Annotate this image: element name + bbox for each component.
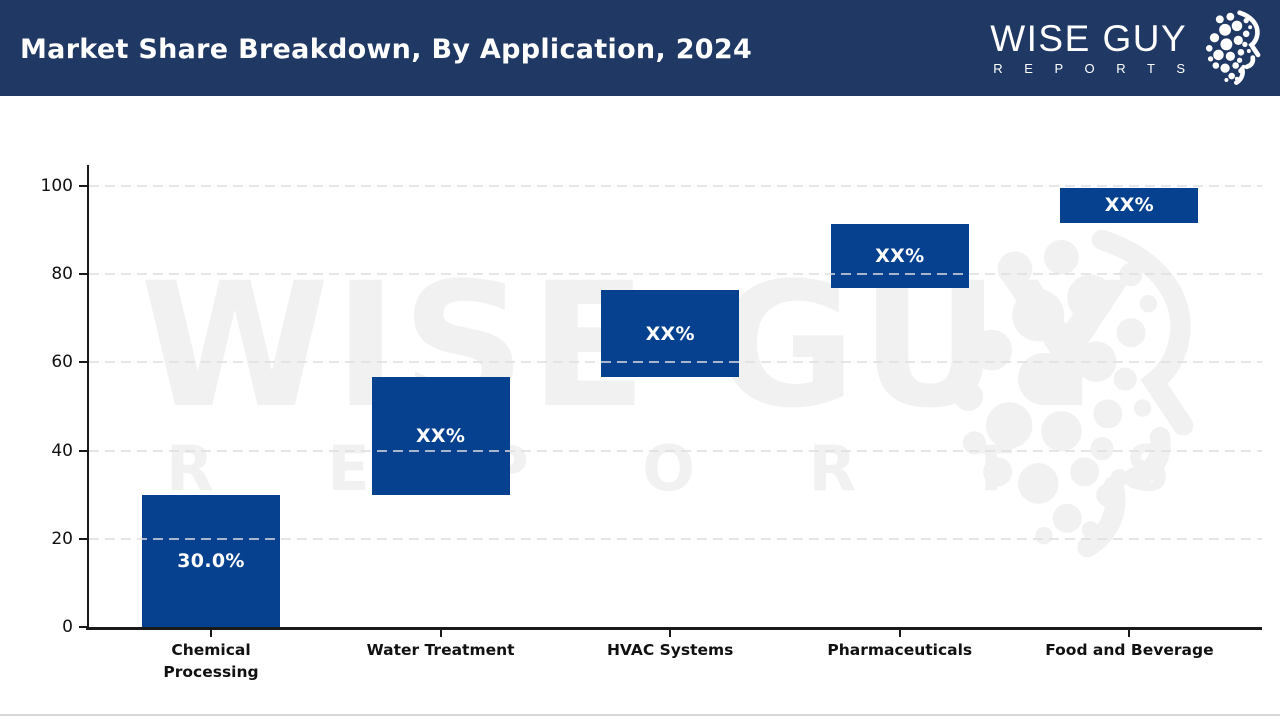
gridline-y80 [89, 273, 1262, 276]
gridline-y20 [89, 537, 1262, 540]
x-axis-spine [86, 627, 1262, 630]
bar-hvac-systems: XX% [601, 290, 740, 377]
x-tick-mark [1128, 630, 1131, 637]
bar-pharmaceuticals: XX% [830, 223, 969, 288]
x-tick-label: Chemical Processing [163, 641, 259, 681]
wiseguy-logo-text: WISE GUY R E P O R T S [990, 20, 1194, 76]
x-tick-label: HVAC Systems [606, 641, 734, 659]
gridline-y100 [89, 185, 1262, 187]
bar-value-label: XX% [645, 322, 695, 345]
y-tick-label: 20 [51, 528, 73, 549]
logo-tagline-text: R E P O R T S [993, 61, 1194, 76]
y-tick-mark [79, 626, 88, 628]
logo-name-text: WISE GUY [990, 18, 1188, 59]
y-tick-label: 40 [51, 440, 73, 461]
y-tick-label: 0 [62, 617, 73, 637]
gridline-y60 [89, 361, 1262, 364]
wiseguy-logo: WISE GUY R E P O R T S [990, 6, 1266, 90]
x-tick-mark [439, 630, 442, 637]
wiseguy-face-icon [1205, 10, 1261, 85]
x-tick-mark [669, 630, 672, 637]
y-tick-mark [79, 537, 88, 540]
y-tick-mark [79, 273, 88, 276]
bar-value-label: XX% [415, 424, 466, 447]
bar-value-label: XX% [875, 244, 925, 267]
y-axis-spine [87, 165, 89, 627]
bar-value-label: 30.0% [177, 549, 245, 572]
x-tick-mark [210, 630, 212, 637]
gridline-y40 [89, 449, 1262, 452]
y-tick-mark [79, 449, 88, 452]
y-tick-label: 100 [40, 176, 73, 196]
x-tick-label: Food and Beverage [1045, 641, 1214, 659]
bar-water-treatment: XX% [371, 376, 510, 495]
bar-food-and-beverage: XX% [1060, 187, 1199, 224]
y-tick-label: 60 [51, 352, 73, 373]
y-tick-mark [79, 361, 88, 364]
x-tick-label: Pharmaceuticals [827, 641, 973, 659]
bar-value-label: XX% [1104, 194, 1155, 217]
plot-area: 0 20 40 60 80 100 30.0% Chemical Processing XX% W… [0, 96, 1280, 720]
y-tick-label: 80 [51, 264, 73, 285]
header-band: Market Share Breakdown, By Application, … [0, 0, 1280, 96]
x-tick-label: Water Treatment [366, 641, 515, 659]
page-title: Market Share Breakdown, By Application, … [20, 34, 753, 65]
footer-divider [0, 714, 1280, 716]
x-tick-mark [898, 630, 901, 637]
y-tick-mark [79, 185, 88, 187]
bar-chemical-processing: 30.0% [142, 494, 280, 627]
